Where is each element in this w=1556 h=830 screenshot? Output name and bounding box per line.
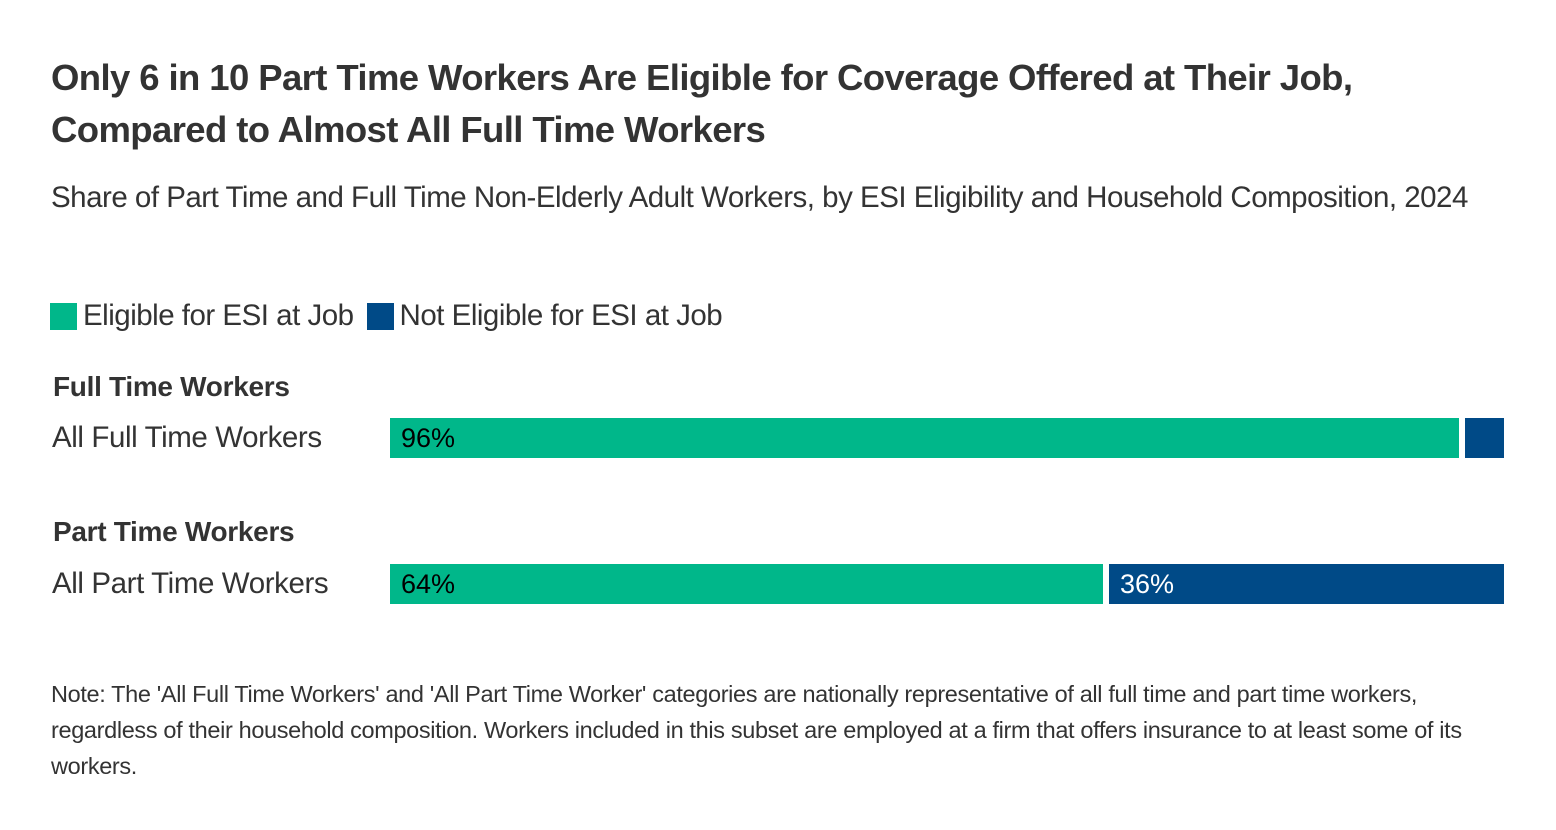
legend: Eligible for ESI at Job Not Eligible for…	[50, 296, 735, 336]
group-header-full-time: Full Time Workers	[53, 371, 290, 402]
legend-swatch-eligible	[50, 302, 77, 330]
row-label-all-full-time: All Full Time Workers	[52, 421, 322, 454]
group-header-part-time: Part Time Workers	[53, 516, 295, 547]
row-label-all-part-time: All Part Time Workers	[52, 567, 329, 600]
bar-row-all-full-time: 96%	[390, 418, 1504, 458]
legend-swatch-not-eligible	[366, 302, 394, 330]
legend-label-eligible: Eligible for ESI at Job	[83, 299, 354, 332]
data-label-not-eligible: 36%	[1119, 569, 1174, 599]
bar-segment-eligible: 96%	[390, 418, 1460, 458]
chart-subtitle: Share of Part Time and Full Time Non-Eld…	[51, 181, 1468, 214]
bar-segment-not-eligible	[1465, 418, 1504, 458]
legend-item-not-eligible: Not Eligible for ESI at Job	[366, 296, 723, 336]
bar-segment-not-eligible: 36%	[1108, 564, 1504, 604]
chart-note: Note: The 'All Full Time Workers' and 'A…	[51, 681, 1462, 779]
legend-item-eligible: Eligible for ESI at Job	[50, 296, 354, 336]
chart-title: Only 6 in 10 Part Time Workers Are Eligi…	[51, 57, 1353, 150]
legend-label-not-eligible: Not Eligible for ESI at Job	[399, 299, 723, 332]
bar-row-all-part-time: 64% 36%	[390, 564, 1504, 604]
bar-segment-eligible: 64%	[390, 564, 1103, 604]
data-label-eligible: 64%	[401, 569, 456, 599]
data-label-eligible: 96%	[401, 423, 456, 453]
